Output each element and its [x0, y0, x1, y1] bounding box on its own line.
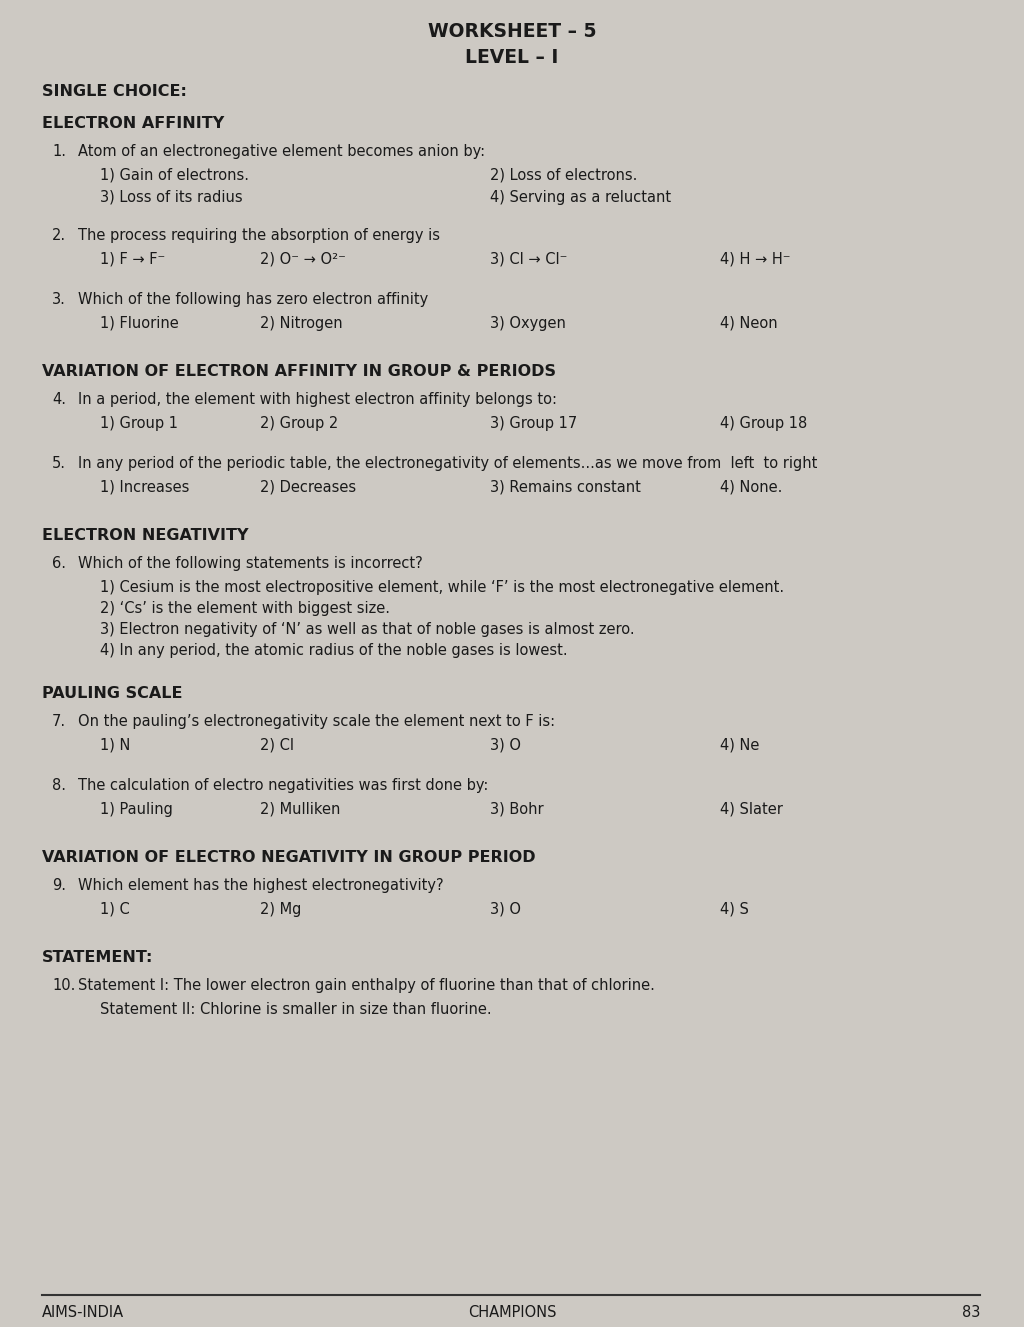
Text: 4) Group 18: 4) Group 18 [720, 415, 807, 431]
Text: ELECTRON AFFINITY: ELECTRON AFFINITY [42, 115, 224, 131]
Text: Statement I: The lower electron gain enthalpy of fluorine than that of chlorine.: Statement I: The lower electron gain ent… [78, 978, 655, 993]
Text: Which element has the highest electronegativity?: Which element has the highest electroneg… [78, 878, 443, 893]
Text: 8.: 8. [52, 778, 66, 794]
Text: 2) O⁻ → O²⁻: 2) O⁻ → O²⁻ [260, 252, 346, 267]
Text: 1.: 1. [52, 145, 66, 159]
Text: 4) H → H⁻: 4) H → H⁻ [720, 252, 791, 267]
Text: CHAMPIONS: CHAMPIONS [468, 1304, 556, 1320]
Text: ELECTRON NEGATIVITY: ELECTRON NEGATIVITY [42, 528, 249, 543]
Text: 3) Loss of its radius: 3) Loss of its radius [100, 190, 243, 204]
Text: The calculation of electro negativities was first done by:: The calculation of electro negativities … [78, 778, 488, 794]
Text: 1) F → F⁻: 1) F → F⁻ [100, 252, 165, 267]
Text: 83: 83 [962, 1304, 980, 1320]
Text: 1) Cesium is the most electropositive element, while ‘F’ is the most electronega: 1) Cesium is the most electropositive el… [100, 580, 784, 594]
Text: In any period of the periodic table, the electronegativity of elements...as we m: In any period of the periodic table, the… [78, 456, 817, 471]
Text: 3) O: 3) O [490, 902, 521, 917]
Text: 2) Group 2: 2) Group 2 [260, 415, 338, 431]
Text: 2) ‘Cs’ is the element with biggest size.: 2) ‘Cs’ is the element with biggest size… [100, 601, 390, 616]
Text: 3) Group 17: 3) Group 17 [490, 415, 578, 431]
Text: 4) Slater: 4) Slater [720, 802, 783, 817]
Text: 10.: 10. [52, 978, 76, 993]
Text: 7.: 7. [52, 714, 67, 729]
Text: 3) Bohr: 3) Bohr [490, 802, 544, 817]
Text: Which of the following has zero electron affinity: Which of the following has zero electron… [78, 292, 428, 307]
Text: 1) Increases: 1) Increases [100, 480, 189, 495]
Text: 4) Ne: 4) Ne [720, 738, 760, 752]
Text: SINGLE CHOICE:: SINGLE CHOICE: [42, 84, 186, 100]
Text: 4) Serving as a reluctant: 4) Serving as a reluctant [490, 190, 671, 204]
Text: The process requiring the absorption of energy is: The process requiring the absorption of … [78, 228, 440, 243]
Text: In a period, the element with highest electron affinity belongs to:: In a period, the element with highest el… [78, 391, 557, 407]
Text: 3) Cl → Cl⁻: 3) Cl → Cl⁻ [490, 252, 567, 267]
Text: 3) Oxygen: 3) Oxygen [490, 316, 566, 330]
Text: 6.: 6. [52, 556, 66, 571]
Text: 4.: 4. [52, 391, 66, 407]
Text: STATEMENT:: STATEMENT: [42, 950, 154, 965]
Text: AIMS-INDIA: AIMS-INDIA [42, 1304, 124, 1320]
Text: 1) C: 1) C [100, 902, 130, 917]
Text: 3) Remains constant: 3) Remains constant [490, 480, 641, 495]
Text: 4) In any period, the atomic radius of the noble gases is lowest.: 4) In any period, the atomic radius of t… [100, 644, 567, 658]
Text: 3) Electron negativity of ‘N’ as well as that of noble gases is almost zero.: 3) Electron negativity of ‘N’ as well as… [100, 622, 635, 637]
Text: VARIATION OF ELECTRO NEGATIVITY IN GROUP PERIOD: VARIATION OF ELECTRO NEGATIVITY IN GROUP… [42, 851, 536, 865]
Text: 1) Fluorine: 1) Fluorine [100, 316, 179, 330]
Text: 1) N: 1) N [100, 738, 130, 752]
Text: 1) Pauling: 1) Pauling [100, 802, 173, 817]
Text: 2) Loss of electrons.: 2) Loss of electrons. [490, 169, 637, 183]
Text: 1) Gain of electrons.: 1) Gain of electrons. [100, 169, 249, 183]
Text: 4) Neon: 4) Neon [720, 316, 777, 330]
Text: 2) Cl: 2) Cl [260, 738, 294, 752]
Text: Which of the following statements is incorrect?: Which of the following statements is inc… [78, 556, 423, 571]
Text: 2) Decreases: 2) Decreases [260, 480, 356, 495]
Text: 2) Mg: 2) Mg [260, 902, 301, 917]
Text: 2.: 2. [52, 228, 67, 243]
Text: 1) Group 1: 1) Group 1 [100, 415, 178, 431]
Text: 9.: 9. [52, 878, 66, 893]
Text: 3) O: 3) O [490, 738, 521, 752]
Text: WORKSHEET – 5: WORKSHEET – 5 [428, 23, 596, 41]
Text: Atom of an electronegative element becomes anion by:: Atom of an electronegative element becom… [78, 145, 485, 159]
Text: 4) S: 4) S [720, 902, 749, 917]
Text: 3.: 3. [52, 292, 66, 307]
Text: 2) Mulliken: 2) Mulliken [260, 802, 340, 817]
Text: PAULING SCALE: PAULING SCALE [42, 686, 182, 701]
Text: 5.: 5. [52, 456, 66, 471]
Text: 2) Nitrogen: 2) Nitrogen [260, 316, 343, 330]
Text: LEVEL – I: LEVEL – I [465, 48, 559, 66]
Text: On the pauling’s electronegativity scale the element next to F is:: On the pauling’s electronegativity scale… [78, 714, 555, 729]
Text: Statement II: Chlorine is smaller in size than fluorine.: Statement II: Chlorine is smaller in siz… [100, 1002, 492, 1016]
Text: VARIATION OF ELECTRON AFFINITY IN GROUP & PERIODS: VARIATION OF ELECTRON AFFINITY IN GROUP … [42, 364, 556, 380]
Text: 4) None.: 4) None. [720, 480, 782, 495]
